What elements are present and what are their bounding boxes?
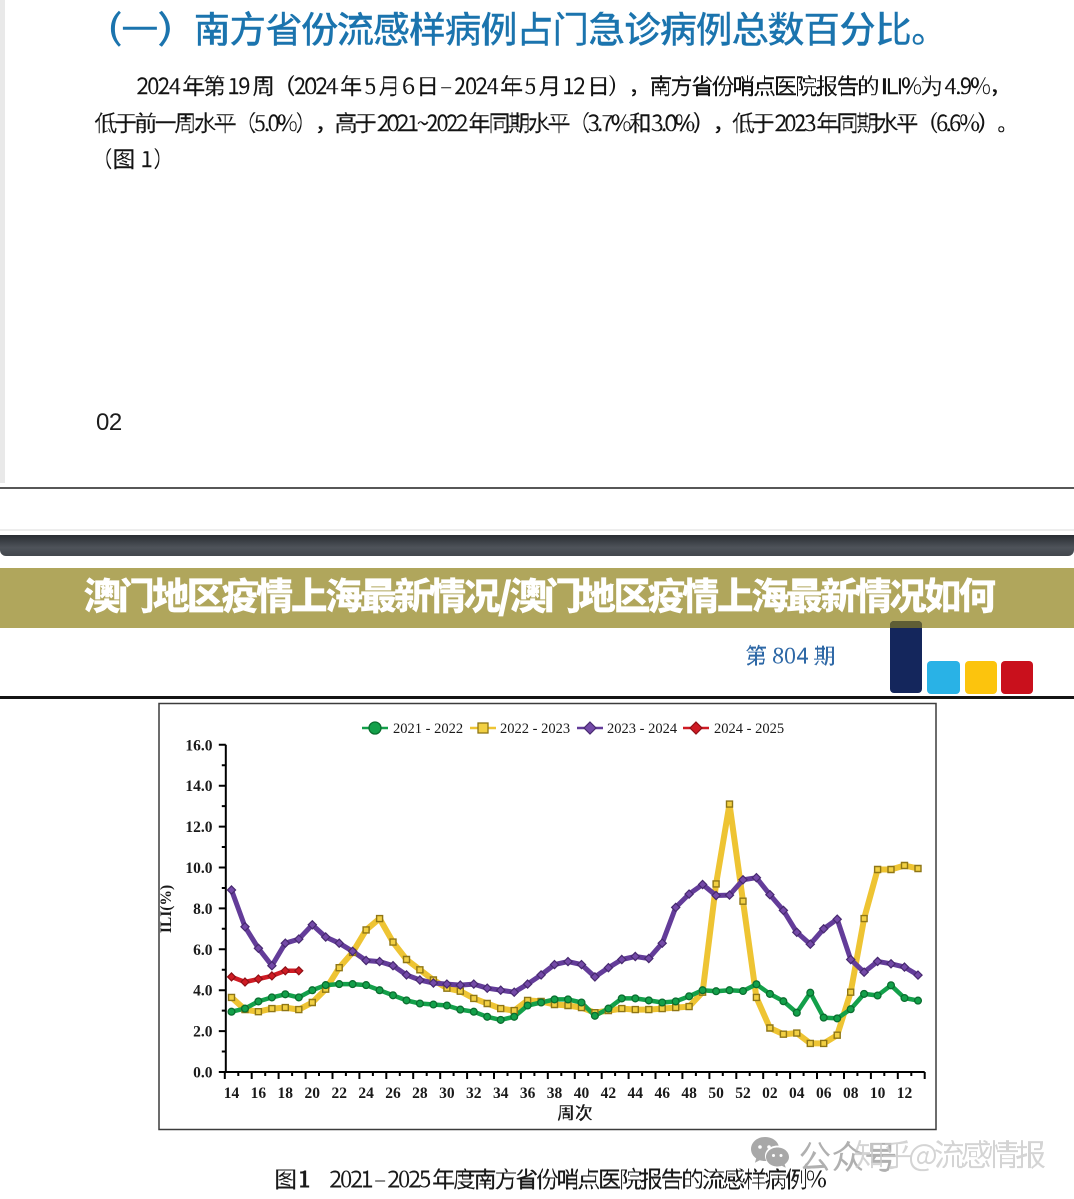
svg-text:28: 28	[412, 1085, 428, 1102]
svg-text:14.0: 14.0	[185, 778, 212, 795]
svg-text:16: 16	[251, 1085, 267, 1102]
svg-text:2022 - 2023: 2022 - 2023	[500, 721, 570, 737]
svg-text:34: 34	[493, 1085, 509, 1102]
svg-text:02: 02	[762, 1085, 778, 1102]
svg-text:04: 04	[789, 1085, 805, 1102]
svg-text:40: 40	[574, 1085, 590, 1102]
svg-text:32: 32	[466, 1085, 482, 1102]
svg-text:20: 20	[305, 1085, 321, 1102]
svg-text:44: 44	[628, 1085, 644, 1102]
svg-text:24: 24	[358, 1085, 374, 1102]
svg-text:06: 06	[816, 1085, 832, 1102]
svg-text:18: 18	[278, 1085, 294, 1102]
svg-text:26: 26	[385, 1085, 401, 1102]
svg-text:22: 22	[331, 1085, 347, 1102]
svg-text:36: 36	[520, 1085, 536, 1102]
svg-text:48: 48	[681, 1085, 697, 1102]
svg-text:2024 - 2025: 2024 - 2025	[714, 721, 784, 737]
svg-text:16.0: 16.0	[185, 737, 212, 754]
svg-text:2.0: 2.0	[193, 1024, 213, 1041]
svg-text:38: 38	[547, 1085, 563, 1102]
svg-text:12.0: 12.0	[185, 819, 212, 836]
svg-text:0.0: 0.0	[193, 1065, 213, 1082]
svg-text:10.0: 10.0	[185, 860, 212, 877]
svg-text:14: 14	[224, 1085, 240, 1102]
svg-text:12: 12	[897, 1085, 913, 1102]
svg-text:52: 52	[735, 1085, 751, 1102]
svg-text:30: 30	[439, 1085, 455, 1102]
svg-text:8.0: 8.0	[193, 901, 213, 918]
svg-text:50: 50	[708, 1085, 724, 1102]
svg-text:2023 - 2024: 2023 - 2024	[607, 721, 678, 737]
svg-text:6.0: 6.0	[193, 942, 213, 959]
svg-text:08: 08	[843, 1085, 859, 1102]
svg-text:4.0: 4.0	[193, 983, 213, 1000]
svg-text:2021 - 2022: 2021 - 2022	[393, 721, 463, 737]
svg-text:46: 46	[654, 1085, 670, 1102]
svg-text:42: 42	[601, 1085, 617, 1102]
svg-text:ILI(%): ILI(%)	[158, 885, 175, 933]
svg-text:10: 10	[870, 1085, 886, 1102]
